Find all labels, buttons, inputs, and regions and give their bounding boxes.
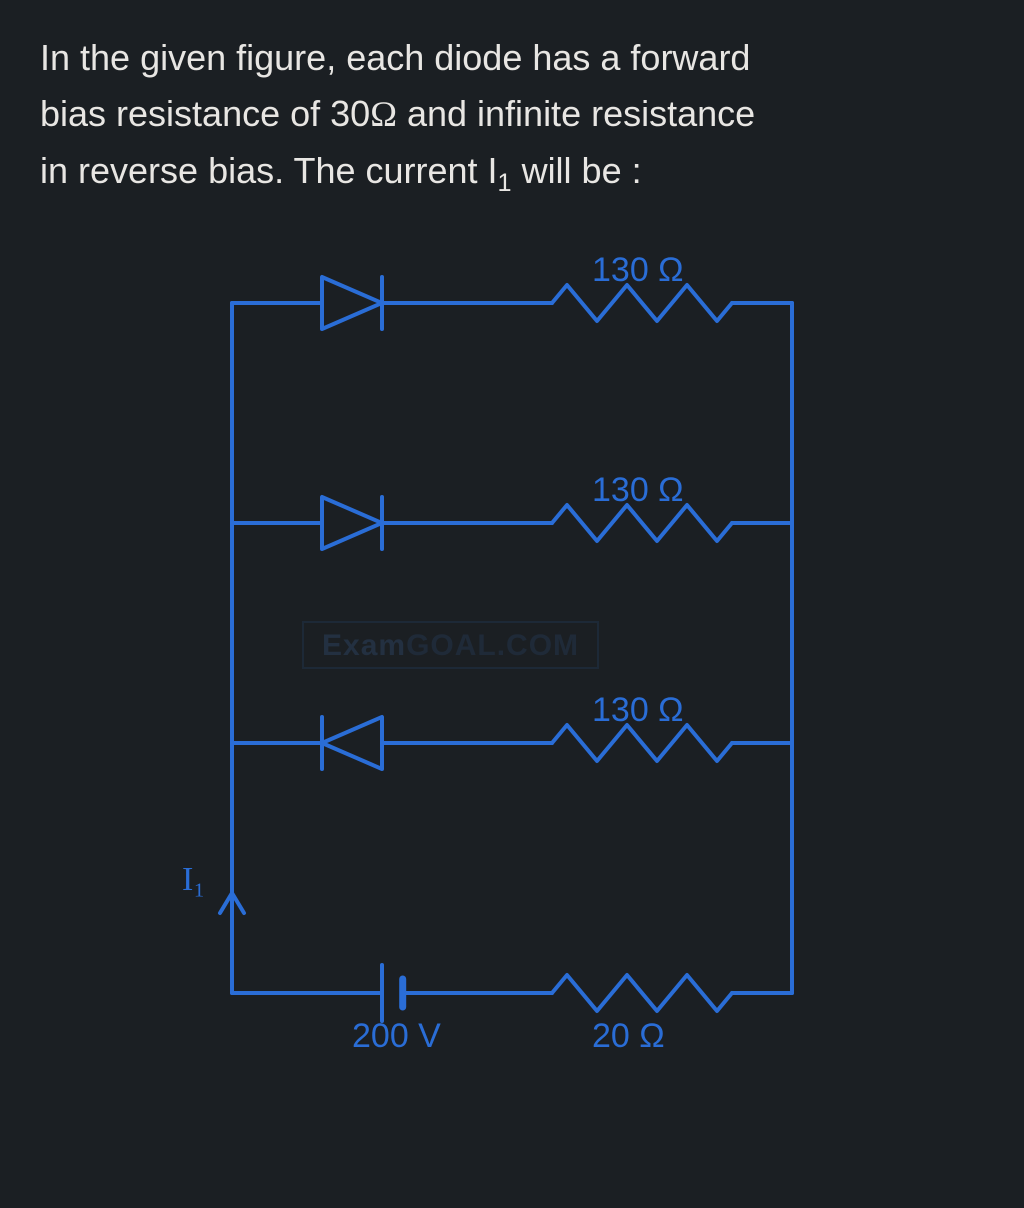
q-line3a: in reverse bias. The current I	[40, 150, 498, 191]
ohm-1: Ω	[370, 94, 397, 134]
r3-label: 130 Ω	[592, 691, 684, 730]
i1-label: I₁	[182, 861, 205, 899]
q-line2a: bias resistance of 30	[40, 93, 370, 134]
q-sub: 1	[498, 169, 512, 197]
watermark: ExamGOAL.COM	[302, 621, 599, 669]
v-label: 200 V	[352, 1017, 441, 1056]
q-line2b: and infinite resistance	[397, 93, 755, 134]
wm-a: Exam	[322, 629, 406, 662]
wm-b: GOAL.COM	[406, 629, 579, 662]
q-line3b: will be :	[512, 150, 642, 191]
circuit-figure: 130 Ω 130 Ω 130 Ω 20 Ω 200 V I₁ ExamGOAL…	[172, 233, 852, 1073]
r4-label: 20 Ω	[592, 1017, 665, 1056]
question-text: In the given figure, each diode has a fo…	[40, 30, 984, 203]
r2-label: 130 Ω	[592, 471, 684, 510]
r1-label: 130 Ω	[592, 251, 684, 290]
q-line1: In the given figure, each diode has a fo…	[40, 37, 750, 78]
